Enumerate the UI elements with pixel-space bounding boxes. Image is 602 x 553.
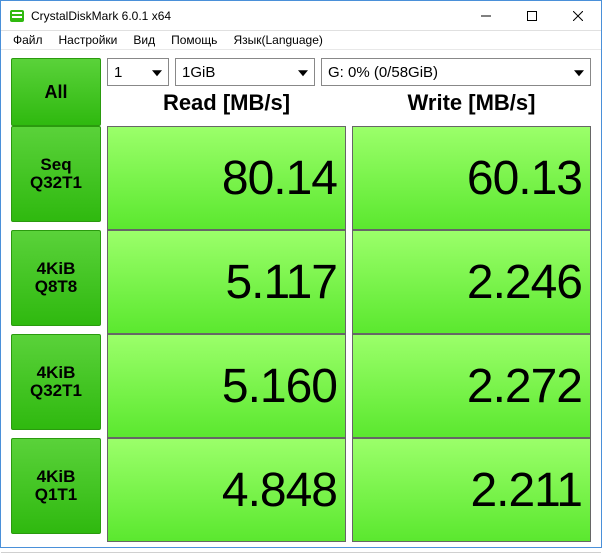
runs-dropdown[interactable]: 1 — [107, 58, 169, 86]
menu-language[interactable]: Язык(Language) — [225, 31, 330, 49]
test-button-4k-q8t8[interactable]: 4KiB Q8T8 — [11, 230, 101, 326]
read-value: 5.117 — [107, 230, 346, 334]
blocksize-value: 1GiB — [182, 64, 215, 81]
menu-file[interactable]: Файл — [5, 31, 51, 49]
maximize-button[interactable] — [509, 1, 555, 31]
runs-value: 1 — [114, 64, 122, 81]
test-row: 4KiB Q32T1 5.160 2.272 — [11, 334, 591, 430]
menu-settings[interactable]: Настройки — [51, 31, 126, 49]
test-label-line1: 4KiB — [37, 260, 76, 278]
write-value: 2.246 — [352, 230, 591, 334]
drive-dropdown[interactable]: G: 0% (0/58GiB) — [321, 58, 591, 86]
close-button[interactable] — [555, 1, 601, 31]
window-title: CrystalDiskMark 6.0.1 x64 — [31, 9, 171, 23]
menubar: Файл Настройки Вид Помощь Язык(Language) — [1, 31, 601, 50]
drive-value: G: 0% (0/58GiB) — [328, 64, 438, 81]
titlebar: CrystalDiskMark 6.0.1 x64 — [1, 1, 601, 31]
test-label-line1: Seq — [40, 156, 71, 174]
read-value: 80.14 — [107, 126, 346, 230]
write-value: 60.13 — [352, 126, 591, 230]
run-all-label: All — [44, 83, 67, 102]
minimize-button[interactable] — [463, 1, 509, 31]
test-label-line2: Q32T1 — [30, 382, 82, 400]
test-row: Seq Q32T1 80.14 60.13 — [11, 126, 591, 222]
test-row: 4KiB Q8T8 5.117 2.246 — [11, 230, 591, 326]
test-row: 4KiB Q1T1 4.848 2.211 — [11, 438, 591, 534]
test-button-4k-q1t1[interactable]: 4KiB Q1T1 — [11, 438, 101, 534]
menu-view[interactable]: Вид — [125, 31, 163, 49]
write-value: 2.211 — [352, 438, 591, 542]
app-window: CrystalDiskMark 6.0.1 x64 Файл Настройки… — [0, 0, 602, 548]
write-header: Write [MB/s] — [352, 90, 591, 126]
content-area: All 1 1GiB G: 0% (0/58GiB) Read [MB/s] — [1, 50, 601, 552]
menu-help[interactable]: Помощь — [163, 31, 225, 49]
close-icon — [573, 11, 583, 21]
test-label-line2: Q1T1 — [35, 486, 78, 504]
test-button-seq-q32t1[interactable]: Seq Q32T1 — [11, 126, 101, 222]
test-label-line2: Q32T1 — [30, 174, 82, 192]
app-icon — [9, 8, 25, 24]
test-label-line1: 4KiB — [37, 468, 76, 486]
read-value: 4.848 — [107, 438, 346, 542]
test-label-line1: 4KiB — [37, 364, 76, 382]
read-header: Read [MB/s] — [107, 90, 346, 126]
maximize-icon — [527, 11, 537, 21]
minimize-icon — [481, 11, 491, 21]
run-all-button[interactable]: All — [11, 58, 101, 126]
tests-grid: Seq Q32T1 80.14 60.13 4KiB Q8T8 5.117 2.… — [11, 126, 591, 542]
write-value: 2.272 — [352, 334, 591, 438]
test-label-line2: Q8T8 — [35, 278, 78, 296]
blocksize-dropdown[interactable]: 1GiB — [175, 58, 315, 86]
read-value: 5.160 — [107, 334, 346, 438]
test-button-4k-q32t1[interactable]: 4KiB Q32T1 — [11, 334, 101, 430]
